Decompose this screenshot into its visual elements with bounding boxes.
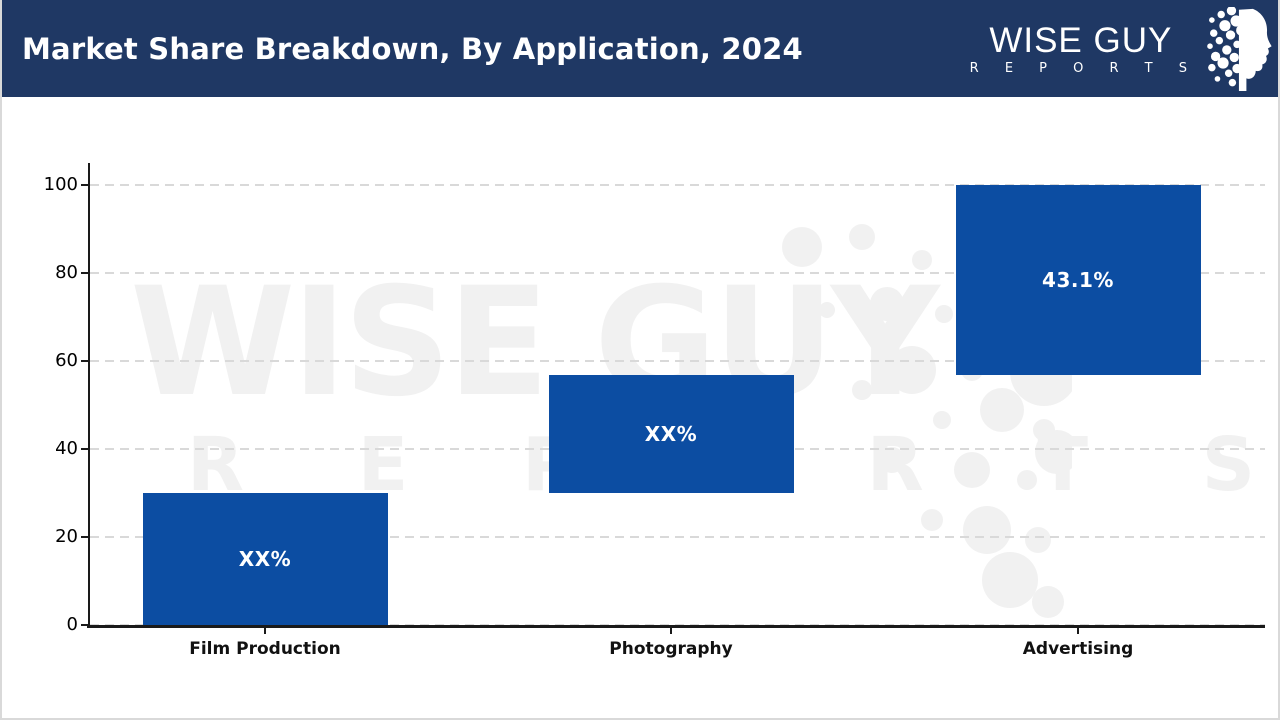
bar-advertising: 43.1% xyxy=(955,185,1201,375)
y-tick-label: 100 xyxy=(43,174,78,195)
y-tick-mark xyxy=(81,184,88,186)
y-tick-mark xyxy=(81,448,88,450)
y-tick-label: 60 xyxy=(55,350,78,371)
x-tick-label-film-production: Film Production xyxy=(189,639,341,659)
x-tick-mark xyxy=(670,628,672,634)
bar-value-label: XX% xyxy=(644,421,698,446)
watermark-wordmark: WISE GUY xyxy=(130,256,940,430)
logo-head-icon xyxy=(1207,7,1272,91)
logo-wordmark: WISE GUY xyxy=(989,20,1173,60)
y-axis-spine xyxy=(88,163,90,627)
gridline-20 xyxy=(90,536,1265,538)
y-tick-label: 40 xyxy=(55,438,78,459)
x-tick-label-photography: Photography xyxy=(609,639,733,659)
y-tick-mark xyxy=(81,360,88,362)
gridline-100 xyxy=(90,184,1265,186)
y-tick-mark xyxy=(81,624,88,626)
header-bar: Market Share Breakdown, By Application, … xyxy=(2,0,1278,97)
y-tick-label: 80 xyxy=(55,262,78,283)
bar-photography: XX% xyxy=(548,374,794,493)
bar-film-production: XX% xyxy=(142,493,388,625)
logo-subtitle: R E P O R T S xyxy=(969,60,1198,76)
x-tick-mark xyxy=(264,628,266,634)
bar-value-label: 43.1% xyxy=(1042,267,1114,292)
chart-title: Market Share Breakdown, By Application, … xyxy=(22,31,803,66)
y-tick-mark xyxy=(81,272,88,274)
y-tick-label: 20 xyxy=(55,526,78,547)
x-axis-spine xyxy=(87,625,1265,628)
x-tick-mark xyxy=(1077,628,1079,634)
gridline-80 xyxy=(90,272,1265,274)
y-tick-label: 0 xyxy=(66,614,78,635)
y-tick-mark xyxy=(81,536,88,538)
wiseguy-logo: WISE GUY R E P O R T S xyxy=(970,6,1274,92)
logo-text: WISE GUY R E P O R T S xyxy=(964,23,1198,76)
gridline-60 xyxy=(90,360,1265,362)
x-tick-label-advertising: Advertising xyxy=(1022,639,1134,659)
bar-value-label: XX% xyxy=(238,547,292,571)
